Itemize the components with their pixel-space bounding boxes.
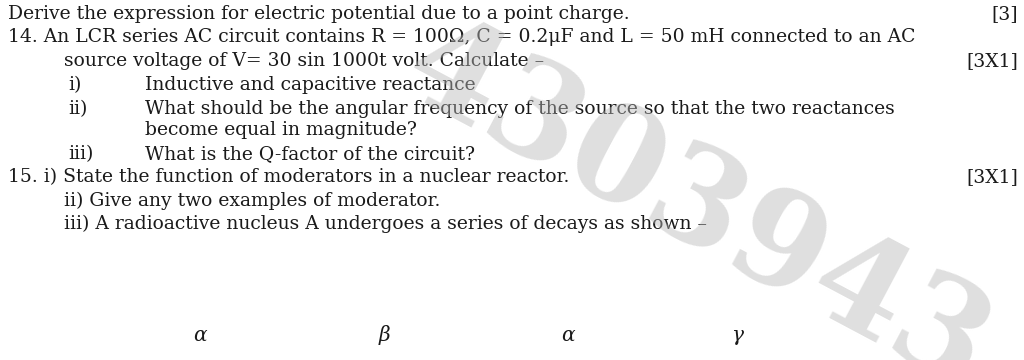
Text: γ: γ bbox=[731, 326, 743, 345]
Text: iii) A radioactive nucleus A undergoes a series of decays as shown –: iii) A radioactive nucleus A undergoes a… bbox=[40, 215, 707, 233]
Text: i): i) bbox=[68, 76, 81, 94]
Text: 14. An LCR series AC circuit contains R = 100Ω, C = 0.2μF and L = 50 mH connecte: 14. An LCR series AC circuit contains R … bbox=[8, 28, 915, 46]
Text: become equal in magnitude?: become equal in magnitude? bbox=[145, 121, 417, 139]
Text: Inductive and capacitive reactance: Inductive and capacitive reactance bbox=[145, 76, 475, 94]
Text: ii): ii) bbox=[68, 100, 87, 118]
Text: What is the Q-factor of the circuit?: What is the Q-factor of the circuit? bbox=[145, 145, 475, 163]
Text: α: α bbox=[561, 326, 575, 345]
Text: [3X1]: [3X1] bbox=[966, 52, 1018, 70]
Text: [3X1]: [3X1] bbox=[966, 168, 1018, 186]
Text: [3]: [3] bbox=[991, 5, 1018, 23]
Text: 15. i) State the function of moderators in a nuclear reactor.: 15. i) State the function of moderators … bbox=[8, 168, 569, 186]
Text: Derive the expression for electric potential due to a point charge.: Derive the expression for electric poten… bbox=[8, 5, 630, 23]
Text: What should be the angular frequency of the source so that the two reactances: What should be the angular frequency of … bbox=[145, 100, 895, 118]
Text: iii): iii) bbox=[68, 145, 93, 163]
Text: 4303943: 4303943 bbox=[382, 1, 1011, 360]
Text: β: β bbox=[378, 325, 390, 345]
Text: ii) Give any two examples of moderator.: ii) Give any two examples of moderator. bbox=[40, 192, 440, 210]
Text: α: α bbox=[193, 326, 207, 345]
Text: source voltage of V= 30 sin 1000t volt. Calculate –: source voltage of V= 30 sin 1000t volt. … bbox=[40, 52, 544, 70]
